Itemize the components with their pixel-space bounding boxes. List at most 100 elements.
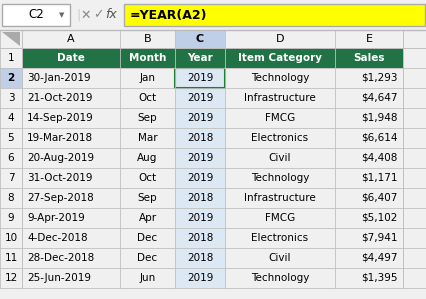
- Text: B: B: [144, 34, 151, 44]
- Bar: [175, 248, 225, 268]
- Text: 3: 3: [8, 93, 14, 103]
- Text: 2019: 2019: [187, 73, 213, 83]
- Bar: [175, 128, 225, 148]
- Text: Oct: Oct: [138, 93, 156, 103]
- Text: $1,948: $1,948: [361, 113, 397, 123]
- Text: 2019: 2019: [187, 113, 213, 123]
- Bar: [0, 248, 22, 268]
- Text: 2: 2: [7, 73, 14, 83]
- Text: 20-Aug-2019: 20-Aug-2019: [27, 153, 94, 163]
- Text: 9-Apr-2019: 9-Apr-2019: [27, 213, 84, 223]
- Text: Infrastructure: Infrastructure: [244, 193, 315, 203]
- Bar: [175, 188, 225, 208]
- Bar: [0, 30, 426, 48]
- Text: $4,497: $4,497: [361, 253, 397, 263]
- Text: 8: 8: [8, 193, 14, 203]
- Polygon shape: [2, 32, 20, 46]
- Text: 28-Dec-2018: 28-Dec-2018: [27, 253, 94, 263]
- Bar: [0, 148, 22, 168]
- Bar: [334, 48, 402, 68]
- Text: 30-Jan-2019: 30-Jan-2019: [27, 73, 90, 83]
- Text: $1,293: $1,293: [361, 73, 397, 83]
- Text: Sales: Sales: [352, 53, 384, 63]
- Text: Jun: Jun: [139, 273, 155, 283]
- Text: Jan: Jan: [139, 73, 155, 83]
- Bar: [22, 48, 120, 68]
- Text: Sep: Sep: [137, 193, 157, 203]
- Bar: [225, 48, 334, 68]
- Text: 2018: 2018: [187, 133, 213, 143]
- Text: 25-Jun-2019: 25-Jun-2019: [27, 273, 91, 283]
- Bar: [0, 168, 22, 188]
- Text: Mar: Mar: [137, 133, 157, 143]
- Text: 27-Sep-2018: 27-Sep-2018: [27, 193, 94, 203]
- Text: 1: 1: [8, 53, 14, 63]
- Text: Year: Year: [187, 53, 213, 63]
- Text: $4,408: $4,408: [361, 153, 397, 163]
- Bar: [0, 30, 22, 48]
- Text: 4-Dec-2018: 4-Dec-2018: [27, 233, 87, 243]
- Text: 19-Mar-2018: 19-Mar-2018: [27, 133, 93, 143]
- Text: ▼: ▼: [59, 12, 64, 18]
- Bar: [175, 208, 225, 228]
- Bar: [175, 268, 225, 288]
- Text: Civil: Civil: [268, 253, 291, 263]
- Bar: [175, 168, 225, 188]
- Text: Infrastructure: Infrastructure: [244, 93, 315, 103]
- Text: 2019: 2019: [187, 273, 213, 283]
- Text: Month: Month: [129, 53, 166, 63]
- Text: 9: 9: [8, 213, 14, 223]
- Text: 6: 6: [8, 153, 14, 163]
- Text: Technology: Technology: [250, 273, 308, 283]
- Bar: [175, 228, 225, 248]
- Text: Oct: Oct: [138, 173, 156, 183]
- Bar: [0, 188, 22, 208]
- Bar: [0, 208, 22, 228]
- Text: $7,941: $7,941: [361, 233, 397, 243]
- Bar: [175, 68, 225, 88]
- Bar: [175, 148, 225, 168]
- Text: Dec: Dec: [137, 253, 157, 263]
- Text: Aug: Aug: [137, 153, 157, 163]
- Text: 12: 12: [4, 273, 17, 283]
- Bar: [175, 30, 225, 48]
- Text: 2019: 2019: [187, 173, 213, 183]
- Text: 2019: 2019: [187, 93, 213, 103]
- Bar: [175, 108, 225, 128]
- Bar: [0, 68, 22, 88]
- Text: 4: 4: [8, 113, 14, 123]
- Text: $4,647: $4,647: [361, 93, 397, 103]
- Bar: [175, 88, 225, 108]
- Text: $6,407: $6,407: [361, 193, 397, 203]
- Text: 2018: 2018: [187, 193, 213, 203]
- Text: Technology: Technology: [250, 73, 308, 83]
- Text: 2019: 2019: [187, 153, 213, 163]
- Text: FMCG: FMCG: [264, 213, 294, 223]
- Text: FMCG: FMCG: [264, 113, 294, 123]
- Text: Item Category: Item Category: [237, 53, 321, 63]
- Text: C: C: [196, 34, 204, 44]
- Text: D: D: [275, 34, 284, 44]
- Bar: [0, 88, 22, 108]
- Text: 21-Oct-2019: 21-Oct-2019: [27, 93, 92, 103]
- Text: 5: 5: [8, 133, 14, 143]
- Bar: [124, 4, 424, 26]
- Text: ✓: ✓: [92, 8, 103, 22]
- Bar: [0, 108, 22, 128]
- Text: Date: Date: [57, 53, 85, 63]
- Text: 2019: 2019: [187, 213, 213, 223]
- Text: Technology: Technology: [250, 173, 308, 183]
- Text: =YEAR(A2): =YEAR(A2): [130, 8, 207, 22]
- Bar: [0, 228, 22, 248]
- Bar: [175, 48, 225, 68]
- Text: Sep: Sep: [137, 113, 157, 123]
- Text: Apr: Apr: [138, 213, 156, 223]
- Text: ✕: ✕: [81, 8, 91, 22]
- Text: Electronics: Electronics: [251, 233, 308, 243]
- Bar: [2, 4, 70, 26]
- Text: $6,614: $6,614: [361, 133, 397, 143]
- Text: A: A: [67, 34, 75, 44]
- Text: 2018: 2018: [187, 233, 213, 243]
- Bar: [120, 48, 175, 68]
- Bar: [0, 268, 22, 288]
